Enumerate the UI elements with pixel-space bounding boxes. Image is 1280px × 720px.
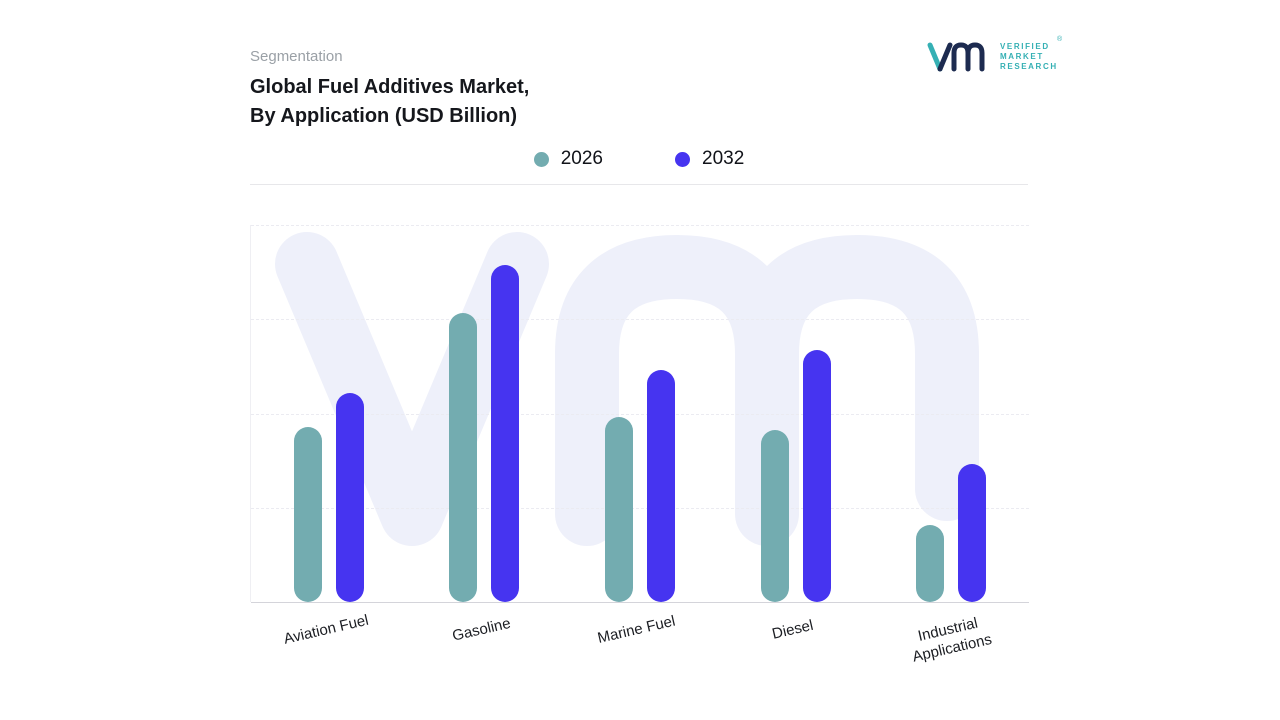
bar-2026: [916, 524, 945, 602]
chart-header: Segmentation Global Fuel Additives Marke…: [250, 48, 529, 131]
chart-legend: 2026 2032: [250, 148, 1028, 170]
registered-mark: ®: [1057, 36, 1063, 43]
legend-separator-line: [250, 184, 1028, 185]
bar-2026: [760, 430, 789, 602]
bar-series-container: [251, 225, 1029, 602]
x-label-slot: Diesel: [717, 617, 873, 658]
bar-group: [604, 225, 675, 602]
plot-area: [250, 225, 1029, 603]
category-label: Marine Fuel: [596, 612, 678, 647]
bar-2026: [449, 312, 478, 602]
category-label: Aviation Fuel: [281, 611, 370, 648]
bar-2032: [958, 464, 987, 602]
vmr-logo-text: VERIFIED MARKET RESEARCH: [1000, 42, 1058, 72]
bar-group: [449, 225, 520, 602]
category-label: Industrial Applications: [910, 614, 994, 666]
gridline: [251, 225, 1029, 226]
bar-group: [760, 225, 831, 602]
legend-dot-2026: [533, 151, 549, 167]
x-label-slot: Gasoline: [406, 615, 562, 658]
logo-line-research: RESEARCH: [1000, 62, 1058, 71]
gridline: [251, 413, 1029, 415]
x-label-slot: Aviation Fuel: [250, 612, 406, 658]
chart-title-line2-bold: By Application: [250, 105, 390, 127]
bar-2026: [604, 416, 633, 602]
legend-label-2032: 2032: [702, 148, 745, 169]
bar-2032: [646, 369, 675, 602]
logo-line-market: MARKET: [1000, 52, 1044, 61]
vmr-logo: VERIFIED MARKET RESEARCH ®: [925, 36, 1062, 76]
bar-group: [916, 225, 987, 602]
chart-title-line1: Global Fuel Additives Market,: [250, 76, 530, 98]
bar-group: [293, 225, 364, 602]
x-label-slot: Marine Fuel: [561, 613, 717, 658]
x-label-slot: Industrial Applications: [872, 615, 1028, 666]
bar-2032: [802, 349, 831, 602]
bar-2032: [335, 393, 364, 602]
x-axis-line: [251, 602, 1029, 603]
legend-item-2032: 2032: [675, 148, 744, 170]
legend-label-2026: 2026: [560, 148, 603, 169]
chart-title-line2: By Application (USD Billion): [250, 102, 529, 131]
gridline: [251, 319, 1029, 321]
legend-item-2026: 2026: [533, 148, 603, 170]
logo-line-verified: VERIFIED: [1000, 42, 1050, 51]
category-label: Gasoline: [450, 614, 513, 645]
eyebrow-label: Segmentation: [250, 48, 343, 65]
chart-title-unit: (USD Billion): [394, 105, 518, 127]
vmr-logo-icon: [927, 42, 985, 72]
bar-2026: [293, 426, 322, 602]
legend-dot-2032: [675, 151, 690, 167]
category-label: Diesel: [770, 616, 815, 643]
gridline: [251, 507, 1029, 509]
bar-2032: [491, 265, 520, 602]
x-axis-labels: Aviation Fuel Gasoline Marine Fuel Diesel In…: [250, 612, 1028, 666]
